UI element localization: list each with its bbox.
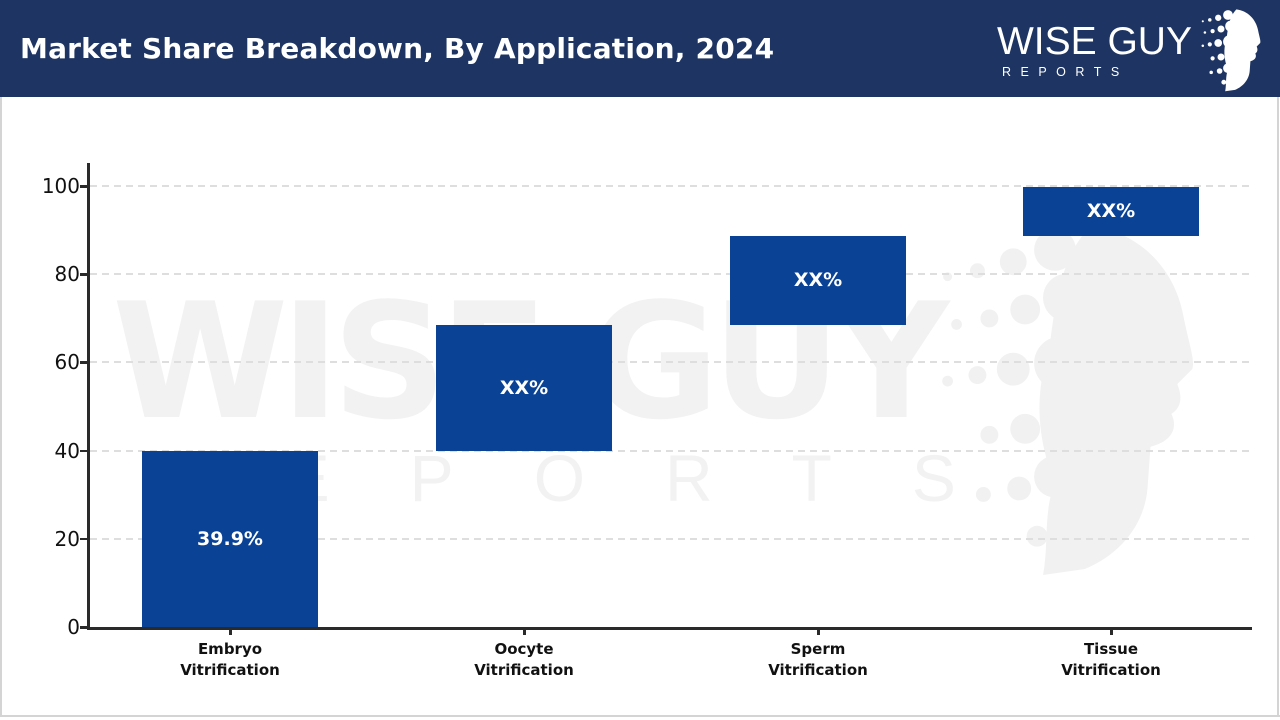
bar-value-label: XX% [793, 269, 843, 292]
y-tick-label: 80 [54, 262, 80, 287]
y-tick-mark [80, 185, 88, 188]
gridline [90, 449, 1252, 452]
bar [730, 235, 906, 325]
x-category-label: Embryo Vitrification [180, 640, 280, 679]
canvas-border-left [0, 97, 2, 717]
x-tick-mark [523, 629, 526, 635]
x-category-label: Sperm Vitrification [768, 640, 868, 679]
x-category-label: Tissue Vitrification [1061, 640, 1161, 679]
x-category-label: Oocyte Vitrification [474, 640, 574, 679]
bar-value-label: XX% [499, 376, 549, 399]
canvas-border-bottom [0, 715, 1280, 717]
brand-head-icon [1201, 9, 1261, 92]
bar [142, 451, 318, 627]
y-tick-label: 100 [41, 174, 80, 198]
bar-value-label: XX% [1086, 200, 1136, 223]
y-tick-mark [80, 626, 88, 629]
brand-reports-text: REPORTS [1001, 64, 1129, 79]
bar [436, 324, 612, 452]
bar [1023, 186, 1199, 236]
x-axis-line [87, 627, 1252, 630]
gridline [90, 273, 1252, 276]
y-tick-mark [80, 537, 88, 541]
canvas-border-right [1277, 97, 1279, 717]
header: Market Share Breakdown, By Application, … [0, 0, 1280, 97]
y-tick-label: 0 [67, 615, 80, 639]
y-axis-line [87, 163, 90, 629]
y-tick-mark [80, 273, 88, 276]
x-tick-mark [817, 629, 820, 635]
y-tick-mark [80, 361, 88, 364]
x-tick-mark [1110, 629, 1113, 635]
chart-area: 0 20 40 60 80 100 39.9% Embryo Vitrification XX% O… [0, 97, 1280, 717]
brand-logo: WISE GUY REPORTS [997, 6, 1266, 94]
gridline [90, 185, 1252, 187]
x-tick-mark [229, 629, 232, 635]
page-title: Market Share Breakdown, By Application, … [20, 32, 775, 65]
y-tick-label: 40 [54, 438, 80, 463]
y-tick-mark [80, 449, 88, 453]
gridline [90, 537, 1252, 540]
y-tick-label: 60 [54, 350, 80, 375]
brand-wordmark: WISE GUY [996, 19, 1192, 63]
bar-value-label: 39.9% [197, 528, 263, 551]
y-tick-label: 20 [54, 526, 80, 551]
gridline [90, 361, 1252, 364]
